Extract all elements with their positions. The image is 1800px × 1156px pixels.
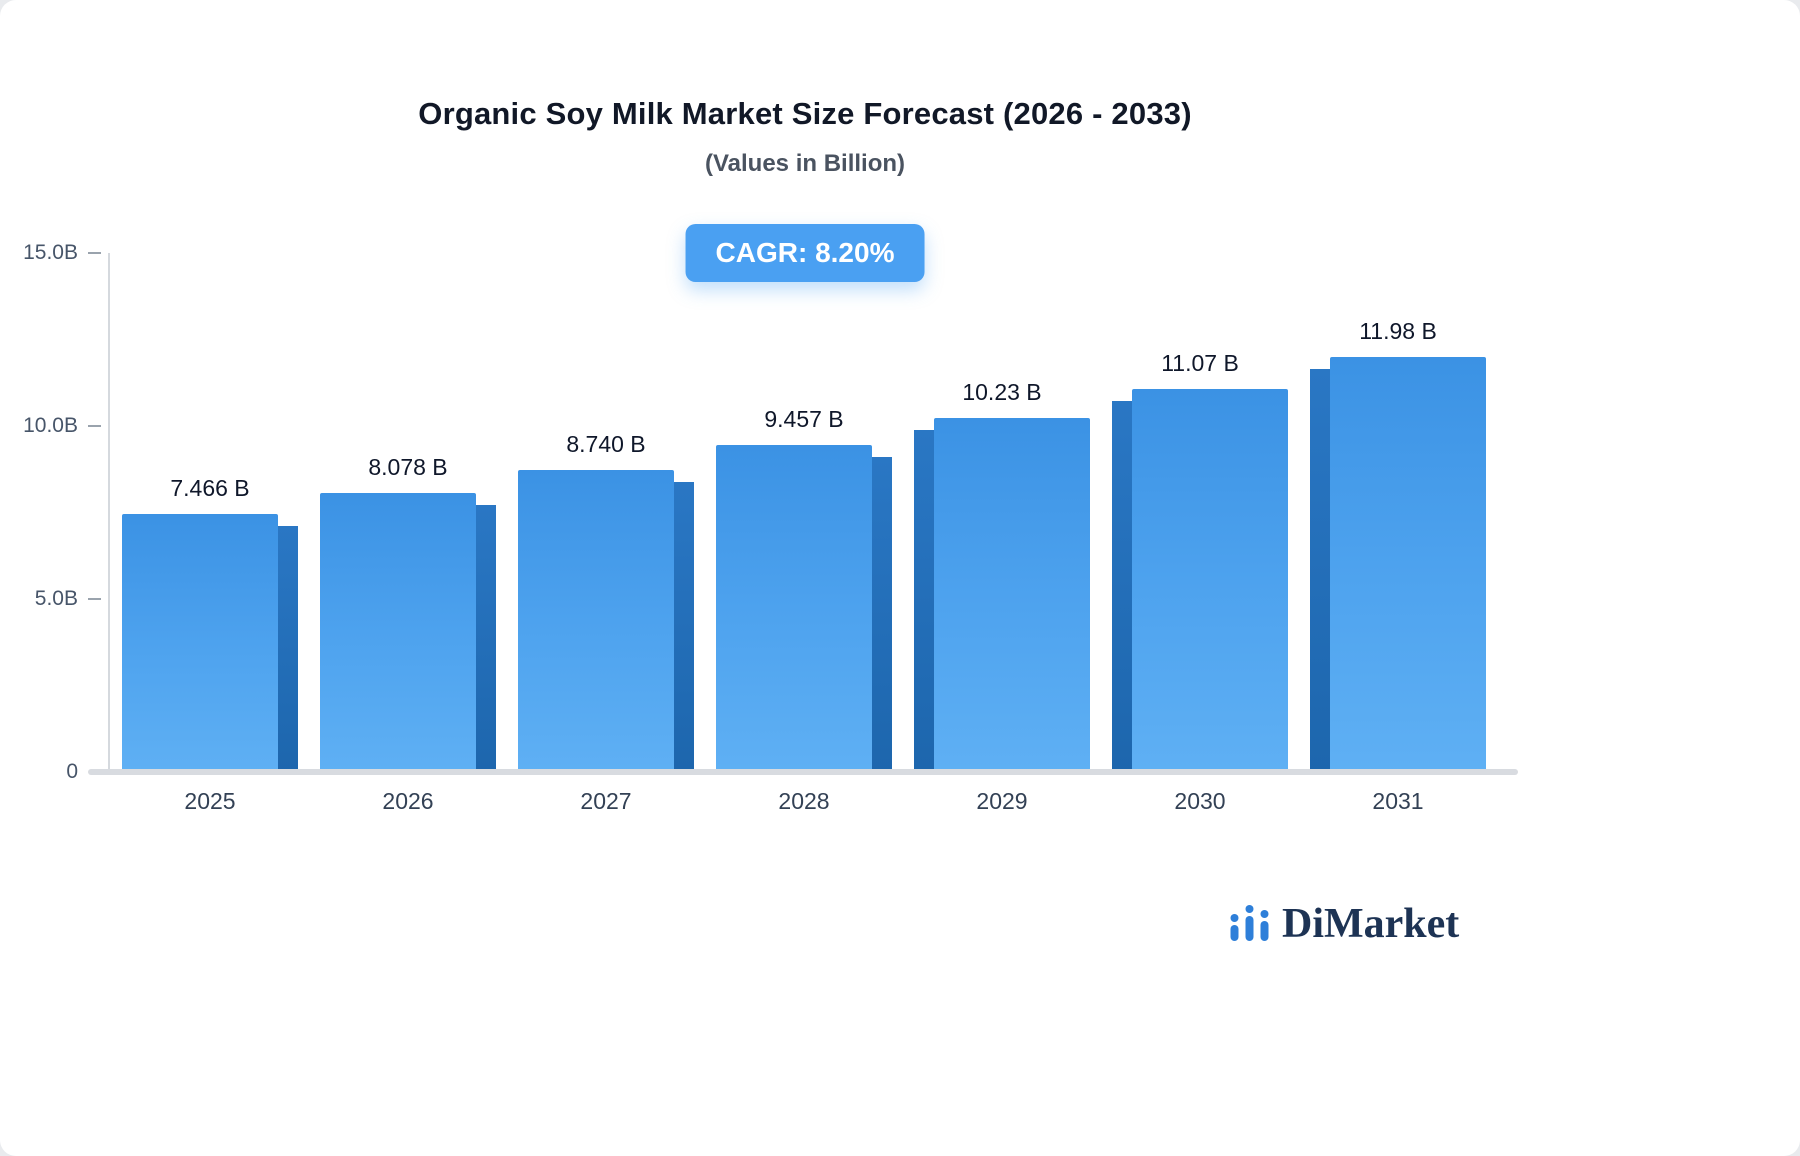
bar-side-face <box>914 430 934 772</box>
bar-front-face <box>122 514 278 772</box>
bar-side-face <box>1112 401 1132 772</box>
y-axis-line <box>108 253 110 772</box>
x-axis-label-2031: 2031 <box>1372 788 1424 814</box>
x-axis-labels: 2025 2026 2027 2028 2029 2030 2031 <box>110 788 1515 820</box>
bar-2026: 8.078 B <box>320 253 496 772</box>
bar-side-face <box>278 526 298 772</box>
y-axis-label-10.0B: 10.0B <box>23 414 78 437</box>
bar-side-face <box>872 457 892 772</box>
x-axis-label-2029: 2029 <box>976 788 1028 814</box>
chart-subtitle: (Values in Billion) <box>704 150 906 177</box>
bar-front-face <box>518 470 674 772</box>
x-axis-label-2026: 2026 <box>382 788 434 814</box>
bar-2027: 8.740 B <box>518 253 694 772</box>
cagr-label: CAGR: 8.20% <box>715 237 895 268</box>
bar-2025: 7.466 B <box>122 253 298 772</box>
logo-text: DiMarket <box>1282 901 1460 947</box>
bar-value-label: 11.07 B <box>1161 350 1239 376</box>
x-axis-label-2025: 2025 <box>184 788 236 814</box>
bar-2030: 11.07 B <box>1112 253 1288 772</box>
chart-title: Organic Soy Milk Market Size Forecast (2… <box>418 96 1192 131</box>
dimarket-logo-icon <box>1230 905 1269 941</box>
y-axis-label-0: 0 <box>66 760 78 783</box>
y-axis-tick <box>88 598 101 600</box>
cagr-badge: CAGR: 8.20% <box>685 224 925 282</box>
plot-area: 7.466 B 8.078 B 8.740 B 9.457 B 10.23 B 11.07… <box>110 253 1515 772</box>
bar-2029: 10.23 B <box>914 253 1090 772</box>
bar-front-face <box>320 493 476 772</box>
y-axis-labels: 15.0B 10.0B 5.0B 0 <box>20 241 101 783</box>
title-block: Organic Soy Milk Market Size Forecast (2… <box>0 96 1610 178</box>
logo: DiMarket <box>1228 903 1459 945</box>
bar-side-face <box>1310 369 1330 772</box>
x-axis-line <box>88 769 1518 775</box>
bar-value-label: 8.078 B <box>368 454 448 480</box>
bar-front-face <box>1132 389 1288 772</box>
bar-value-label: 11.98 B <box>1359 318 1437 344</box>
bar-value-label: 9.457 B <box>764 406 844 432</box>
y-axis-tick <box>88 252 101 254</box>
bar-2028: 9.457 B <box>716 253 892 772</box>
bar-side-face <box>476 505 496 772</box>
y-axis-tick <box>88 425 101 427</box>
y-axis-label-15.0B: 15.0B <box>23 241 78 264</box>
y-axis-label-5.0B: 5.0B <box>34 587 78 610</box>
bar-side-face <box>674 482 694 772</box>
x-axis-label-2030: 2030 <box>1174 788 1226 814</box>
x-axis-label-2028: 2028 <box>778 788 830 814</box>
bar-2031: 11.98 B <box>1310 253 1486 772</box>
bar-front-face <box>716 445 872 772</box>
bar-value-label: 8.740 B <box>566 431 646 457</box>
bar-front-face <box>934 418 1090 772</box>
bar-value-label: 10.23 B <box>962 379 1042 405</box>
bar-front-face <box>1330 357 1486 772</box>
x-axis-label-2027: 2027 <box>580 788 632 814</box>
bar-value-label: 7.466 B <box>170 475 250 501</box>
